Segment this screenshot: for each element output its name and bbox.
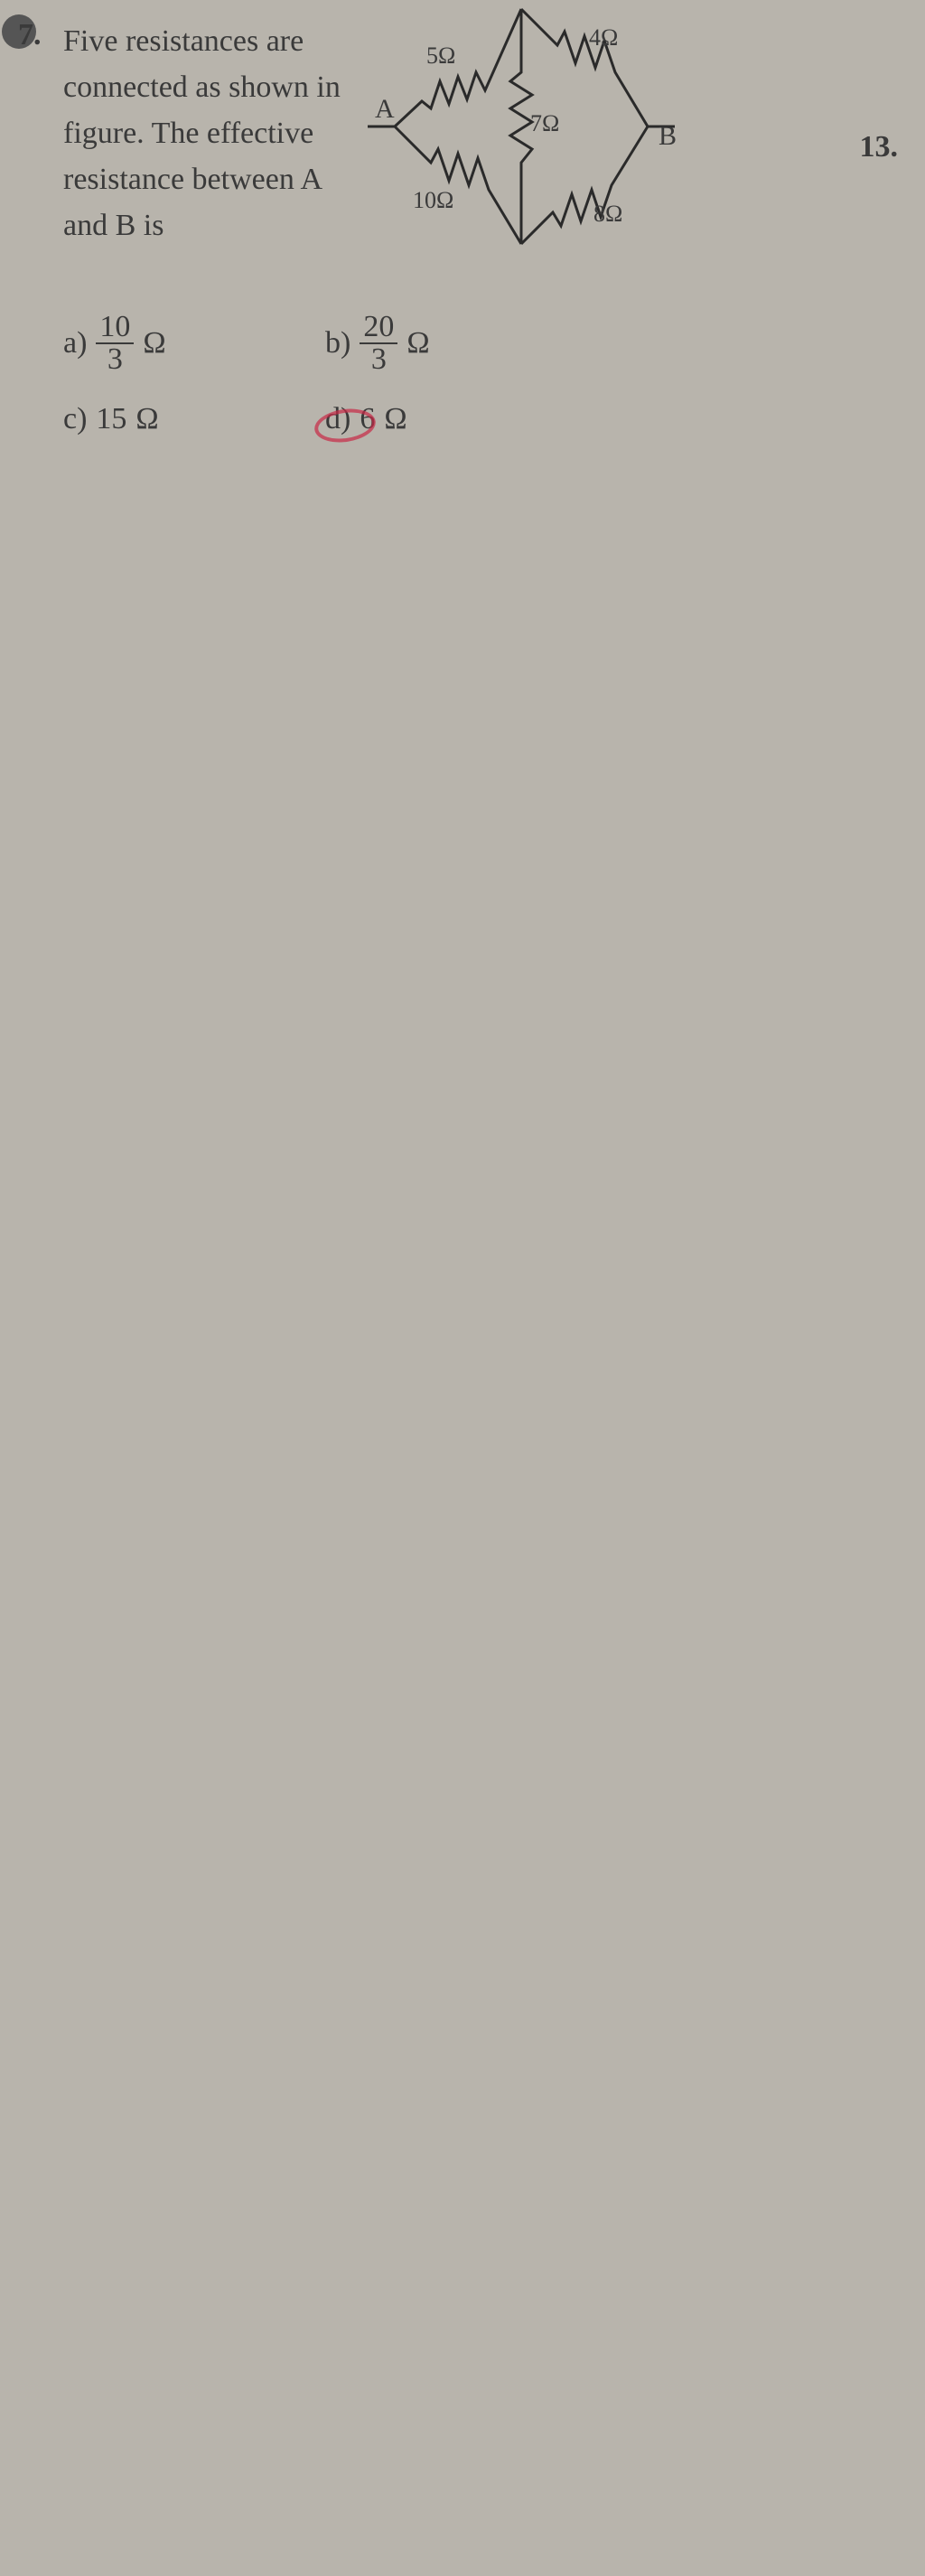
unit: Ω [135,402,158,436]
question-number: 7. [18,18,54,52]
r-top-left-label: 5Ω [426,42,455,69]
q-line: Five resistances are [63,24,304,58]
unit: Ω [406,326,429,361]
option-value: 6 [360,402,375,436]
side-reference: 13. [860,130,908,164]
question-body: Five resistances are connected as shown … [63,18,907,436]
options-grid: a) 10 3 Ω b) 20 3 Ω c) 15 Ω [63,312,533,436]
q-line: and B is [63,209,164,242]
r-middle-label: 7Ω [530,110,559,136]
option-b: b) 20 3 Ω [325,312,533,375]
node-a-label: A [375,94,395,124]
r-top-right-label: 4Ω [589,24,618,51]
question-block: 7. Five resistances are connected as sho… [18,18,907,436]
node-b-label: B [659,121,677,151]
option-label: c) [63,402,87,436]
option-label: b) [325,326,350,361]
option-label: a) [63,326,87,361]
q-line: resistance between A [63,163,322,196]
q-line: connected as shown in [63,70,341,104]
r-bot-right-label: 8Ω [593,201,622,227]
option-c: c) 15 Ω [63,402,271,436]
circuit-diagram: A B 5Ω 4Ω 7Ω 10Ω 8Ω [359,0,684,276]
option-a: a) 10 3 Ω [63,312,271,375]
r-bot-left-label: 10Ω [413,187,453,213]
unit: Ω [143,326,165,361]
fraction: 10 3 [96,312,134,375]
question-text: Five resistances are connected as shown … [63,18,341,248]
option-value: 15 [96,402,126,436]
unit: Ω [384,402,406,436]
option-label: d) [325,402,350,436]
q-line: figure. The effective [63,117,313,150]
option-d: d) 6 Ω [325,402,533,436]
fraction: 20 3 [360,312,397,375]
